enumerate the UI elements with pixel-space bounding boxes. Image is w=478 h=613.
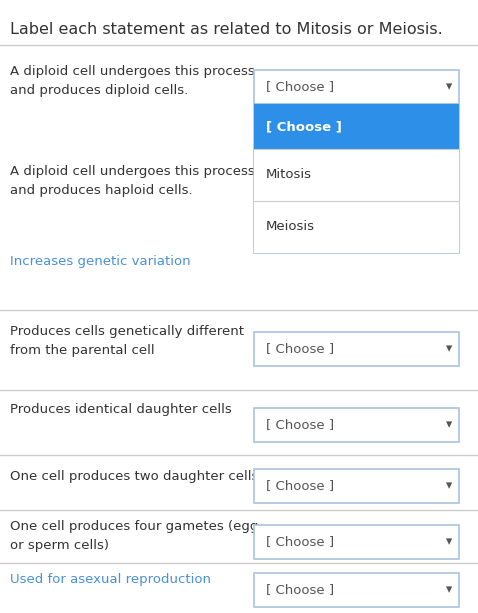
Text: Meiosis: Meiosis <box>266 221 315 234</box>
FancyBboxPatch shape <box>254 408 459 442</box>
Text: ▾: ▾ <box>446 419 452 432</box>
Text: ▾: ▾ <box>446 479 452 492</box>
Text: Produces cells genetically different
from the parental cell: Produces cells genetically different fro… <box>10 325 244 357</box>
Text: One cell produces two daughter cells.: One cell produces two daughter cells. <box>10 470 262 483</box>
Text: Increases genetic variation: Increases genetic variation <box>10 255 191 268</box>
Text: One cell produces four gametes (egg
or sperm cells): One cell produces four gametes (egg or s… <box>10 520 259 552</box>
Text: [ Choose ]: [ Choose ] <box>266 479 334 492</box>
Text: Produces identical daughter cells: Produces identical daughter cells <box>10 403 232 416</box>
FancyBboxPatch shape <box>254 469 459 503</box>
Text: [ Choose ]: [ Choose ] <box>266 80 334 94</box>
FancyBboxPatch shape <box>254 573 459 607</box>
Text: [ Choose ]: [ Choose ] <box>266 343 334 356</box>
FancyBboxPatch shape <box>254 149 459 201</box>
Text: Used for asexual reproduction: Used for asexual reproduction <box>10 573 211 586</box>
FancyBboxPatch shape <box>254 70 459 104</box>
Text: [ Choose ]: [ Choose ] <box>266 120 342 133</box>
Text: Label each statement as related to Mitosis or Meiosis.: Label each statement as related to Mitos… <box>10 22 443 37</box>
Text: ▾: ▾ <box>446 343 452 356</box>
Text: [ Choose ]: [ Choose ] <box>266 419 334 432</box>
Text: A diploid cell undergoes this process
and produces diploid cells.: A diploid cell undergoes this process an… <box>10 65 255 97</box>
FancyBboxPatch shape <box>254 332 459 366</box>
FancyBboxPatch shape <box>254 104 459 149</box>
Text: A diploid cell undergoes this process
and produces haploid cells.: A diploid cell undergoes this process an… <box>10 165 255 197</box>
FancyBboxPatch shape <box>254 104 459 253</box>
Text: [ Choose ]: [ Choose ] <box>266 584 334 596</box>
Text: ▾: ▾ <box>446 584 452 596</box>
Text: ▾: ▾ <box>446 536 452 549</box>
Text: ▾: ▾ <box>446 80 452 94</box>
FancyBboxPatch shape <box>254 525 459 559</box>
Text: [ Choose ]: [ Choose ] <box>266 536 334 549</box>
Text: Mitosis: Mitosis <box>266 169 312 181</box>
FancyBboxPatch shape <box>254 201 459 253</box>
